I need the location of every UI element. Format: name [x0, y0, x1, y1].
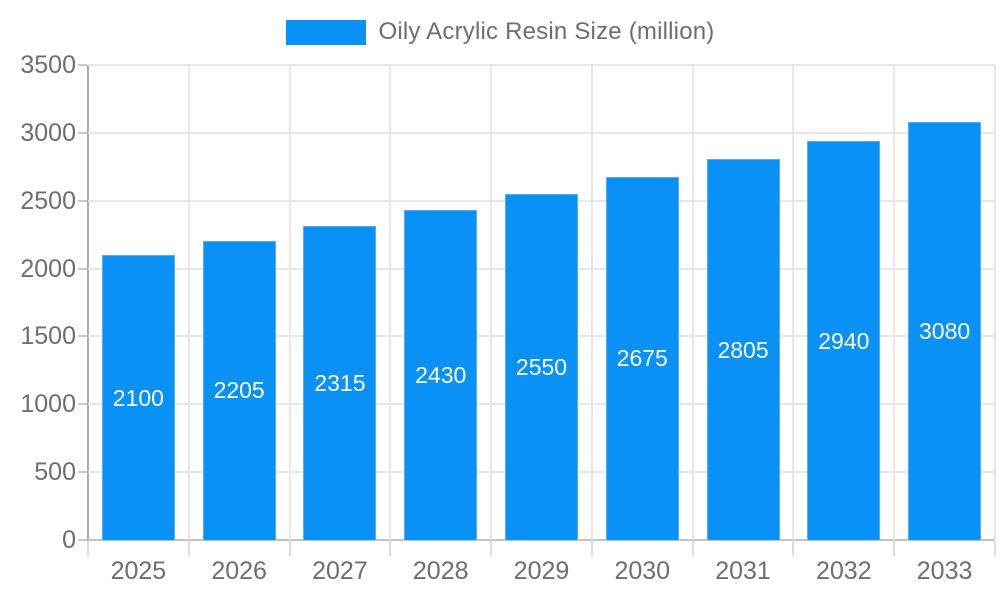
x-axis-tick-label: 2033: [916, 557, 973, 585]
bar-2028[interactable]: [404, 210, 478, 540]
bar-value-label: 2805: [717, 336, 769, 363]
x-axis-tick: [490, 541, 493, 556]
y-axis-line: [87, 65, 89, 556]
y-axis-tick: [78, 335, 87, 338]
bar-value-label: 3080: [919, 318, 971, 344]
x-gridline: [691, 65, 694, 540]
x-axis-tick-label: 2026: [211, 557, 267, 585]
bar-value-label: 2940: [818, 327, 870, 354]
y-axis-tick: [78, 539, 87, 541]
bar-value-label: 2675: [616, 345, 668, 372]
y-axis-tick-label: 1500: [20, 322, 76, 351]
x-axis-tick-label: 2031: [715, 557, 771, 585]
y-axis-tick: [78, 199, 87, 202]
bar-value-label: 2550: [515, 353, 568, 380]
x-gridline: [590, 65, 593, 540]
x-axis-tick-label: 2032: [816, 557, 872, 585]
x-gridline: [792, 65, 795, 540]
y-axis-tick-label: 3500: [20, 51, 76, 79]
x-gridline: [893, 65, 896, 540]
x-gridline: [187, 65, 190, 540]
bar-value-label: 2205: [213, 377, 265, 404]
legend-swatch: [285, 19, 366, 45]
x-axis-tick: [288, 541, 291, 556]
y-gridline: [88, 539, 995, 541]
x-axis-tick-label: 2029: [513, 557, 570, 585]
x-axis-tick: [893, 541, 896, 556]
x-axis-tick-label: 2030: [614, 557, 671, 585]
bar-2033[interactable]: [908, 122, 982, 540]
y-axis-tick: [78, 403, 87, 406]
x-axis-tick-label: 2025: [110, 557, 167, 585]
x-axis-tick: [792, 541, 795, 556]
y-axis-tick: [78, 64, 87, 66]
x-axis-tick: [590, 541, 593, 556]
bar-2027[interactable]: [303, 225, 377, 540]
y-axis-tick-label: 2000: [20, 254, 76, 283]
bar-value-label: 2315: [314, 369, 366, 396]
bar-2029[interactable]: [505, 193, 578, 540]
y-axis-tick: [78, 131, 87, 134]
x-gridline: [994, 65, 996, 540]
bar-value-label: 2100: [112, 384, 164, 411]
y-axis-tick-label: 1000: [20, 390, 76, 419]
y-axis-tick-label: 0: [62, 526, 76, 554]
bar-value-label: 2430: [415, 362, 467, 389]
x-gridline: [288, 65, 291, 540]
legend[interactable]: Oily Acrylic Resin Size (million): [0, 18, 1000, 46]
y-axis-tick: [78, 471, 87, 474]
y-axis-tick-label: 3000: [20, 118, 76, 147]
bar-2025[interactable]: [101, 255, 175, 540]
bar-2030[interactable]: [605, 176, 679, 540]
x-gridline: [490, 65, 493, 540]
x-gridline: [389, 65, 392, 540]
bar-2026[interactable]: [202, 240, 276, 540]
y-gridline: [88, 64, 995, 67]
x-axis-tick: [87, 541, 89, 556]
x-axis-tick: [389, 541, 392, 556]
x-axis-tick-label: 2027: [312, 557, 368, 585]
bar-2032[interactable]: [807, 141, 881, 540]
bar-2031[interactable]: [706, 159, 780, 540]
y-axis-tick-label: 2500: [20, 186, 76, 215]
y-axis-tick-label: 500: [34, 458, 76, 487]
legend-label: Oily Acrylic Resin Size (million): [378, 18, 715, 45]
x-axis-tick: [691, 541, 694, 556]
x-axis-tick: [187, 541, 190, 556]
y-gridline: [88, 131, 995, 134]
x-axis-tick-label: 2028: [412, 557, 469, 585]
x-axis-tick: [994, 541, 996, 556]
y-axis-tick: [78, 267, 87, 270]
plot-area: 2100 2205 2315 2430 2550 2675 2805 2940 3080: [88, 64, 996, 541]
